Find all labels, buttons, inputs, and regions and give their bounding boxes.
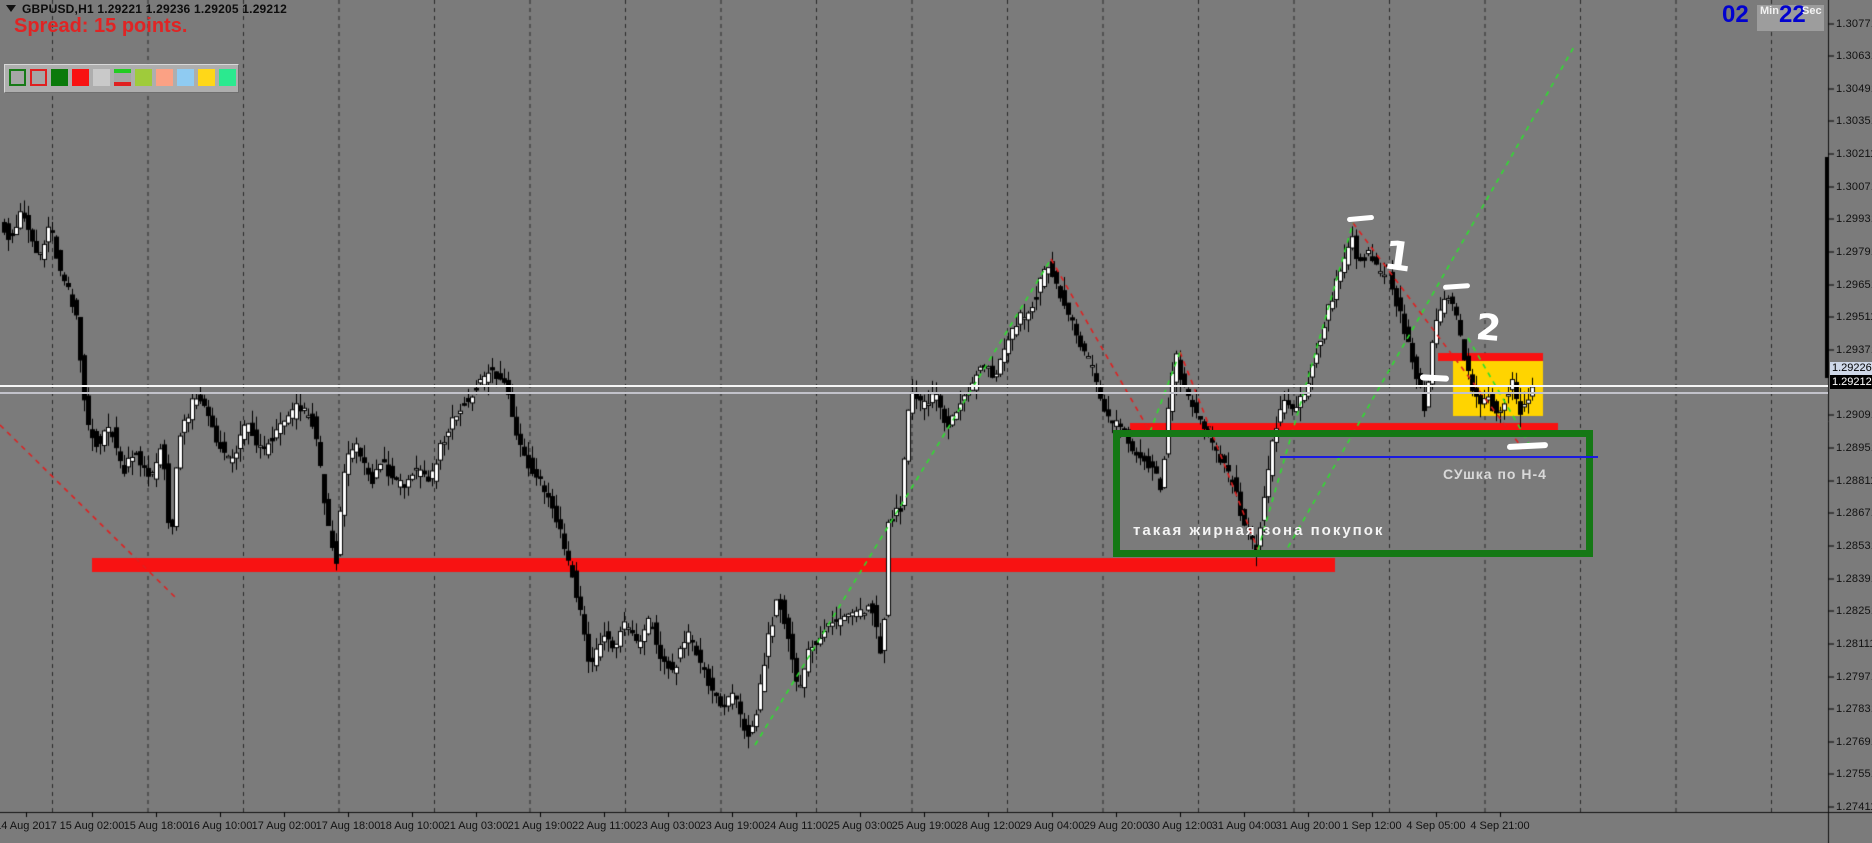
time-axis-label: 28 Aug 12:00 <box>955 820 1021 832</box>
symbol-dropdown-icon[interactable] <box>6 5 16 12</box>
time-axis-label: 4 Sep 21:00 <box>1470 820 1530 832</box>
time-axis-label: 15 Aug 18:00 <box>123 820 189 832</box>
timer-minutes-value: 02 <box>1722 1 1749 28</box>
time-axis-label: 22 Aug 11:00 <box>571 820 637 832</box>
spread-indicator-text: Spread: 15 points. <box>14 15 188 37</box>
time-axis-label: 30 Aug 12:00 <box>1147 820 1213 832</box>
wave-count-label-2: 2 <box>1474 306 1503 351</box>
time-axis-label: 23 Aug 19:00 <box>699 820 765 832</box>
time-axis-label: 21 Aug 19:00 <box>507 820 573 832</box>
price-axis-label: 1.28111 <box>1836 637 1872 650</box>
buy-zone-rectangle[interactable] <box>1113 430 1593 557</box>
timer-minutes-label: Min <box>1760 5 1779 17</box>
palette-swatch-dark-green-fill[interactable] <box>51 69 68 86</box>
symbol-ohlc-title: GBPUSD,H1 1.29221 1.29236 1.29205 1.2921… <box>22 2 288 16</box>
palette-swatch-red-outline[interactable] <box>30 69 47 86</box>
palette-swatch-green-outline[interactable] <box>9 69 26 86</box>
timer-seconds-label: Sec <box>1802 5 1822 17</box>
time-axis-label: 15 Aug 02:00 <box>59 820 125 832</box>
bid-price-line <box>0 392 1828 394</box>
time-axis-label: 29 Aug 04:00 <box>1019 820 1085 832</box>
time-axis-label: 21 Aug 03:00 <box>443 820 509 832</box>
time-axis-label: 23 Aug 03:00 <box>635 820 701 832</box>
h4-level-line[interactable] <box>1280 456 1598 458</box>
bid-price-tag: 1.29212 <box>1830 375 1872 389</box>
ask-price-line <box>0 385 1828 387</box>
palette-swatch-light-gray-fill[interactable] <box>93 69 110 86</box>
timer-seconds-value: 22 <box>1779 1 1806 28</box>
timer-background <box>1757 5 1824 31</box>
time-axis-label: 31 Aug 04:00 <box>1211 820 1277 832</box>
palette-swatch-green-red-levels[interactable] <box>114 69 131 86</box>
time-axis-label: 31 Aug 20:00 <box>1275 820 1341 832</box>
buy-zone-annotation-text: такая жирная зона покупок <box>1133 522 1385 539</box>
h4-annotation-text: СУшка по Н-4 <box>1443 466 1547 482</box>
time-axis-label: 14 Aug 2017 <box>0 820 57 832</box>
palette-swatch-salmon-fill[interactable] <box>156 69 173 86</box>
palette-swatch-gold-fill[interactable] <box>198 69 215 86</box>
palette-swatch-spring-green-fill[interactable] <box>219 69 236 86</box>
time-axis-label: 18 Aug 10:00 <box>379 820 445 832</box>
palette-swatch-red-fill[interactable] <box>72 69 89 86</box>
time-axis-label: 25 Aug 19:00 <box>891 820 957 832</box>
time-axis-label: 4 Sep 05:00 <box>1406 820 1466 832</box>
time-axis-label: 16 Aug 10:00 <box>187 820 253 832</box>
time-axis-label: 17 Aug 18:00 <box>315 820 381 832</box>
time-axis-label: 24 Aug 11:00 <box>763 820 829 832</box>
time-axis-label: 1 Sep 12:00 <box>1342 820 1402 832</box>
time-axis-label: 29 Aug 20:00 <box>1083 820 1149 832</box>
time-axis-label: 17 Aug 02:00 <box>251 820 317 832</box>
color-palette-toolbar <box>4 64 239 93</box>
ask-price-tag: 1.29226 <box>1830 362 1872 375</box>
palette-swatch-light-blue-fill[interactable] <box>177 69 194 86</box>
palette-swatch-yellow-green-fill[interactable] <box>135 69 152 86</box>
time-axis-label: 25 Aug 03:00 <box>827 820 893 832</box>
